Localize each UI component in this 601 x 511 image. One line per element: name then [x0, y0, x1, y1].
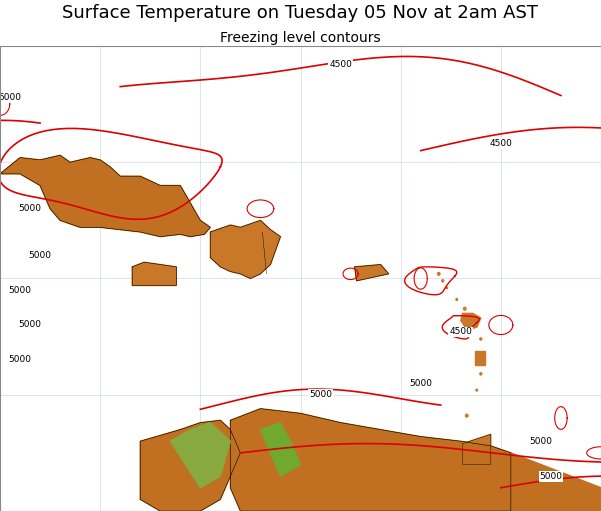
- Text: 5000: 5000: [540, 472, 563, 481]
- Circle shape: [446, 287, 448, 289]
- Circle shape: [480, 373, 482, 375]
- Polygon shape: [475, 351, 485, 364]
- Text: 4500: 4500: [489, 139, 512, 148]
- Circle shape: [476, 389, 478, 391]
- Text: 5000: 5000: [0, 92, 22, 102]
- Polygon shape: [260, 423, 300, 476]
- Text: 5000: 5000: [529, 437, 552, 446]
- Polygon shape: [0, 155, 210, 237]
- Circle shape: [484, 438, 486, 440]
- Text: 5000: 5000: [8, 286, 31, 295]
- Circle shape: [463, 307, 466, 310]
- Text: Surface Temperature on Tuesday 05 Nov at 2am AST: Surface Temperature on Tuesday 05 Nov at…: [63, 4, 538, 22]
- Polygon shape: [170, 423, 230, 487]
- Text: 4500: 4500: [450, 328, 472, 336]
- Text: 5000: 5000: [29, 251, 52, 260]
- Polygon shape: [511, 453, 601, 511]
- Polygon shape: [463, 434, 491, 464]
- Circle shape: [466, 319, 468, 321]
- Text: 5000: 5000: [19, 320, 41, 330]
- Polygon shape: [140, 421, 240, 511]
- Circle shape: [442, 280, 444, 282]
- Polygon shape: [355, 265, 389, 281]
- Circle shape: [438, 272, 440, 275]
- Polygon shape: [132, 262, 176, 286]
- Text: 5000: 5000: [309, 390, 332, 399]
- Polygon shape: [210, 220, 281, 278]
- Text: 5000: 5000: [8, 355, 31, 364]
- Text: 5000: 5000: [409, 379, 432, 388]
- Polygon shape: [230, 409, 511, 511]
- Circle shape: [480, 338, 482, 340]
- Text: Freezing level contours: Freezing level contours: [220, 31, 381, 44]
- Polygon shape: [461, 313, 481, 330]
- Text: 5000: 5000: [19, 204, 41, 213]
- Circle shape: [466, 414, 468, 417]
- Circle shape: [456, 298, 457, 300]
- Text: 4500: 4500: [329, 60, 352, 69]
